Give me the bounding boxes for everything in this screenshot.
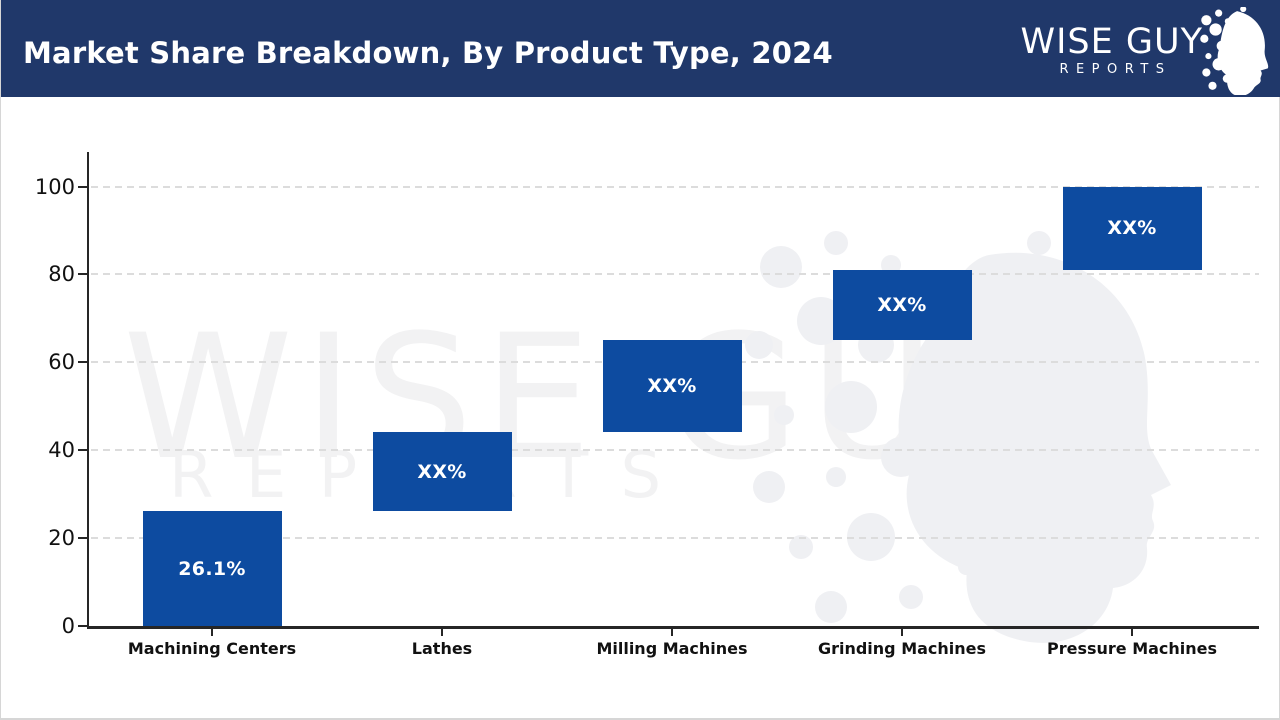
logo-secondary-text: REPORTS [1059,61,1172,77]
y-axis-tick [78,361,87,364]
x-axis-tick [1131,628,1133,636]
bar: XX% [372,431,512,512]
x-tick-label: Grinding Machines [817,639,987,658]
bar: XX% [602,339,742,432]
x-tick-label: Milling Machines [596,639,748,658]
bar: 26.1% [142,511,282,626]
logo-wordmark: WISE GUY REPORTS [1020,24,1203,77]
y-axis-tick [78,449,87,452]
bar: XX% [832,269,972,340]
y-tick-label: 80 [48,262,75,287]
bar-value-label: XX% [417,460,467,483]
bar-value-label: XX% [877,293,927,316]
logo-face-icon [1200,6,1269,95]
y-axis-line [87,152,89,629]
gridline [91,449,1259,452]
y-tick-label: 100 [34,174,75,199]
x-axis-line [87,626,1259,629]
x-axis-tick [441,628,443,636]
bar-value-label: 26.1% [178,557,246,580]
gridline [91,185,1259,188]
wise-guy-reports-logo: WISE GUY REPORTS [1020,3,1271,95]
y-axis-tick [78,273,87,276]
page-title: Market Share Breakdown, By Product Type,… [23,35,833,70]
x-tick-label: Pressure Machines [1046,639,1218,658]
y-tick-label: 0 [61,614,75,638]
bar: XX% [1062,186,1202,270]
x-axis-tick [671,628,673,636]
x-axis-tick [211,628,213,636]
x-axis-tick [901,628,903,636]
y-axis-tick [78,625,87,627]
header-bar: Market Share Breakdown, By Product Type,… [1,0,1280,97]
x-tick-label: Lathes [411,639,473,658]
y-axis-tick [78,185,87,188]
y-axis-tick [78,537,87,540]
logo-primary-text: WISE GUY [1020,22,1203,63]
gridline [91,537,1259,540]
y-tick-label: 40 [48,438,75,463]
gridline [91,273,1259,276]
x-tick-label: Machining Centers [127,639,297,658]
y-tick-label: 20 [48,526,75,551]
chart-canvas: WISE GUY R E P O R T S 02040608010026.1%… [1,97,1280,720]
bar-value-label: XX% [647,374,697,397]
bar-value-label: XX% [1107,217,1157,240]
y-tick-label: 60 [48,350,75,375]
